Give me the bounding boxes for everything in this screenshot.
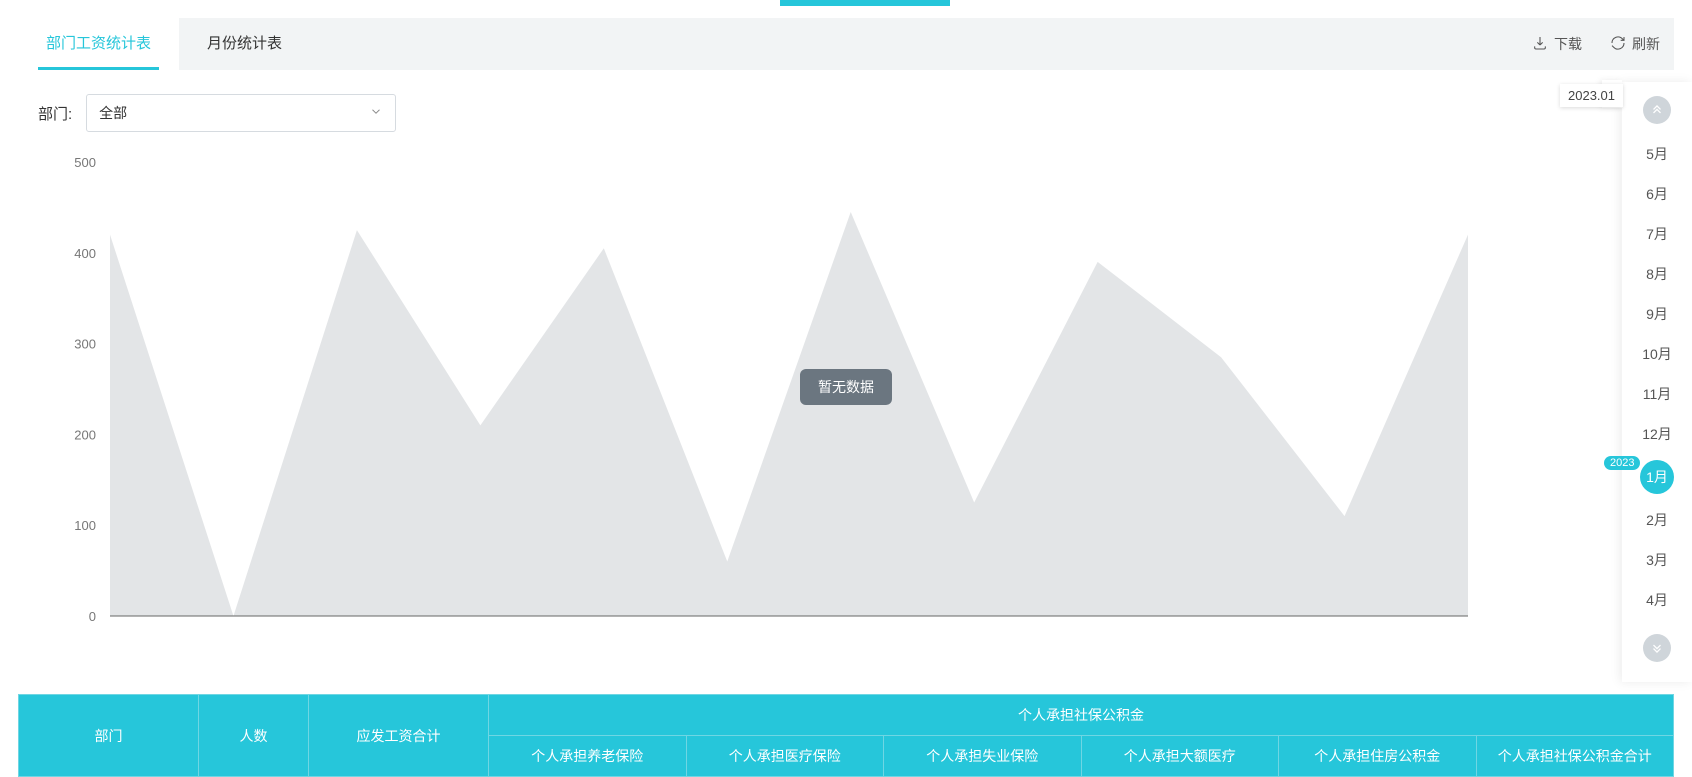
th-sub-2: 个人承担失业保险 (884, 736, 1082, 777)
y-tick-label: 0 (89, 609, 96, 624)
current-period-badge: 2023.01 (1560, 84, 1623, 107)
month-item-2[interactable]: 7月 (1622, 214, 1692, 254)
area-chart: 0 100 200 300 400 500 (38, 144, 1478, 634)
th-count: 人数 (199, 695, 309, 777)
month-pill: 1月 (1640, 460, 1674, 494)
th-sub-0: 个人承担养老保险 (489, 736, 687, 777)
month-item-11[interactable]: 4月 (1622, 580, 1692, 620)
th-sub-1: 个人承担医疗保险 (686, 736, 884, 777)
main-panel: 部门工资统计表月份统计表 下载 刷新 部门: 全部 暂无数据 010020030… (18, 18, 1674, 777)
month-item-3[interactable]: 8月 (1622, 254, 1692, 294)
refresh-icon (1610, 35, 1626, 54)
th-dept: 部门 (19, 695, 199, 777)
area-path (110, 212, 1468, 616)
tab-0[interactable]: 部门工资统计表 (18, 18, 179, 70)
month-item-6[interactable]: 11月 (1622, 374, 1692, 414)
chart-container: 暂无数据 0100200300400500 (18, 144, 1674, 637)
month-item-9[interactable]: 2月 (1622, 500, 1692, 540)
month-item-7[interactable]: 12月 (1622, 414, 1692, 454)
table-head: 部门 人数 应发工资合计 个人承担社保公积金 个人承担养老保险个人承担医疗保险个… (19, 695, 1674, 777)
th-total: 应发工资合计 (309, 695, 489, 777)
month-item-1[interactable]: 6月 (1622, 174, 1692, 214)
download-button[interactable]: 下载 (1518, 18, 1596, 70)
month-side-panel: 2023.01 5月6月7月8月9月10月11月12月20231月2月3月4月 (1622, 82, 1692, 682)
filter-row: 部门: 全部 (18, 70, 1674, 144)
th-group: 个人承担社保公积金 (489, 695, 1674, 736)
month-item-10[interactable]: 3月 (1622, 540, 1692, 580)
y-tick-label: 400 (74, 246, 96, 261)
top-accent-bar (780, 0, 950, 6)
month-scroll-down[interactable] (1643, 634, 1671, 662)
th-sub-3: 个人承担大额医疗 (1081, 736, 1279, 777)
month-item-0[interactable]: 5月 (1622, 134, 1692, 174)
y-tick-label: 200 (74, 427, 96, 442)
dept-select-value: 全部 (99, 103, 127, 123)
y-tick-label: 100 (74, 518, 96, 533)
tabs-row: 部门工资统计表月份统计表 下载 刷新 (18, 18, 1674, 70)
dept-filter-label: 部门: (38, 103, 72, 124)
y-tick-label: 500 (74, 155, 96, 170)
download-label: 下载 (1554, 34, 1582, 54)
th-sub-4: 个人承担住房公积金 (1279, 736, 1477, 777)
month-item-8[interactable]: 20231月 (1622, 454, 1692, 500)
month-list: 5月6月7月8月9月10月11月12月20231月2月3月4月 (1622, 134, 1692, 620)
refresh-button[interactable]: 刷新 (1596, 18, 1674, 70)
tab-1[interactable]: 月份统计表 (179, 18, 310, 70)
th-sub-5: 个人承担社保公积金合计 (1476, 736, 1674, 777)
month-item-4[interactable]: 9月 (1622, 294, 1692, 334)
year-badge: 2023 (1604, 456, 1640, 470)
chevron-down-icon (369, 105, 383, 122)
month-scroll-up[interactable] (1643, 96, 1671, 124)
y-tick-label: 300 (74, 337, 96, 352)
dept-select[interactable]: 全部 (86, 94, 396, 132)
month-item-5[interactable]: 10月 (1622, 334, 1692, 374)
table-container: 部门 人数 应发工资合计 个人承担社保公积金 个人承担养老保险个人承担医疗保险个… (18, 694, 1674, 777)
tabs-container: 部门工资统计表月份统计表 (18, 18, 310, 70)
refresh-label: 刷新 (1632, 34, 1660, 54)
salary-table: 部门 人数 应发工资合计 个人承担社保公积金 个人承担养老保险个人承担医疗保险个… (18, 694, 1674, 777)
download-icon (1532, 35, 1548, 54)
